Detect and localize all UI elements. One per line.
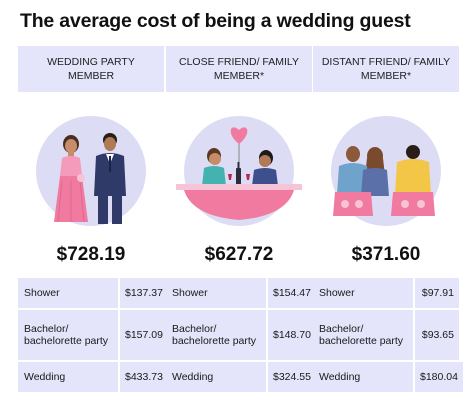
row-value: $137.37 — [120, 278, 168, 308]
row-label: Bachelor/ bachelorette party — [313, 310, 413, 360]
table-row: Wedding $324.55 — [166, 362, 316, 392]
row-value: $148.70 — [268, 310, 316, 360]
page-title: The average cost of being a wedding gues… — [20, 10, 411, 32]
table-row: Wedding $433.73 — [18, 362, 168, 392]
row-value: $433.73 — [120, 362, 168, 392]
row-label: Wedding — [313, 362, 413, 392]
row-label: Shower — [313, 278, 413, 308]
table-row: Wedding $180.04 — [313, 362, 463, 392]
row-label: Bachelor/ bachelorette party — [18, 310, 118, 360]
row-label: Shower — [166, 278, 266, 308]
table-row: Shower $154.47 — [166, 278, 316, 308]
total-cost: $627.72 — [204, 244, 274, 265]
table-row: Shower $137.37 — [18, 278, 168, 308]
total-cost: $371.60 — [351, 244, 421, 265]
couple-at-table-icon — [166, 116, 312, 226]
bride-and-groom-icon — [18, 116, 164, 226]
row-value: $97.91 — [415, 278, 459, 308]
row-value: $180.04 — [415, 362, 463, 392]
column-wedding-party-member: WEDDING PARTY MEMBER $728.19 Shower — [18, 46, 168, 392]
table-row: Bachelor/ bachelorette party $157.09 — [18, 310, 168, 360]
total-cost: $728.19 — [56, 244, 126, 265]
row-label: Bachelor/ bachelorette party — [166, 310, 266, 360]
guests-from-behind-icon — [313, 116, 459, 226]
row-label: Shower — [18, 278, 118, 308]
column-header: WEDDING PARTY MEMBER — [18, 46, 164, 92]
row-value: $157.09 — [120, 310, 168, 360]
column-distant-friend-family: DISTANT FRIEND/ FAMILY MEMBER* $371.60 S… — [313, 46, 463, 392]
row-label: Wedding — [166, 362, 266, 392]
table-row: Shower $97.91 — [313, 278, 459, 308]
cost-breakdown-table: Shower $97.91 Bachelor/ bachelorette par… — [313, 278, 463, 394]
row-value: $324.55 — [268, 362, 316, 392]
cost-breakdown-table: Shower $137.37 Bachelor/ bachelorette pa… — [18, 278, 168, 394]
table-row: Bachelor/ bachelorette party $148.70 — [166, 310, 316, 360]
row-label: Wedding — [18, 362, 118, 392]
column-header: DISTANT FRIEND/ FAMILY MEMBER* — [313, 46, 459, 92]
cost-breakdown-table: Shower $154.47 Bachelor/ bachelorette pa… — [166, 278, 316, 394]
column-header: CLOSE FRIEND/ FAMILY MEMBER* — [166, 46, 312, 92]
row-value: $93.65 — [415, 310, 459, 360]
row-value: $154.47 — [268, 278, 316, 308]
column-close-friend-family: CLOSE FRIEND/ FAMILY MEMBER* $627.72 — [166, 46, 316, 392]
table-row: Bachelor/ bachelorette party $93.65 — [313, 310, 459, 360]
